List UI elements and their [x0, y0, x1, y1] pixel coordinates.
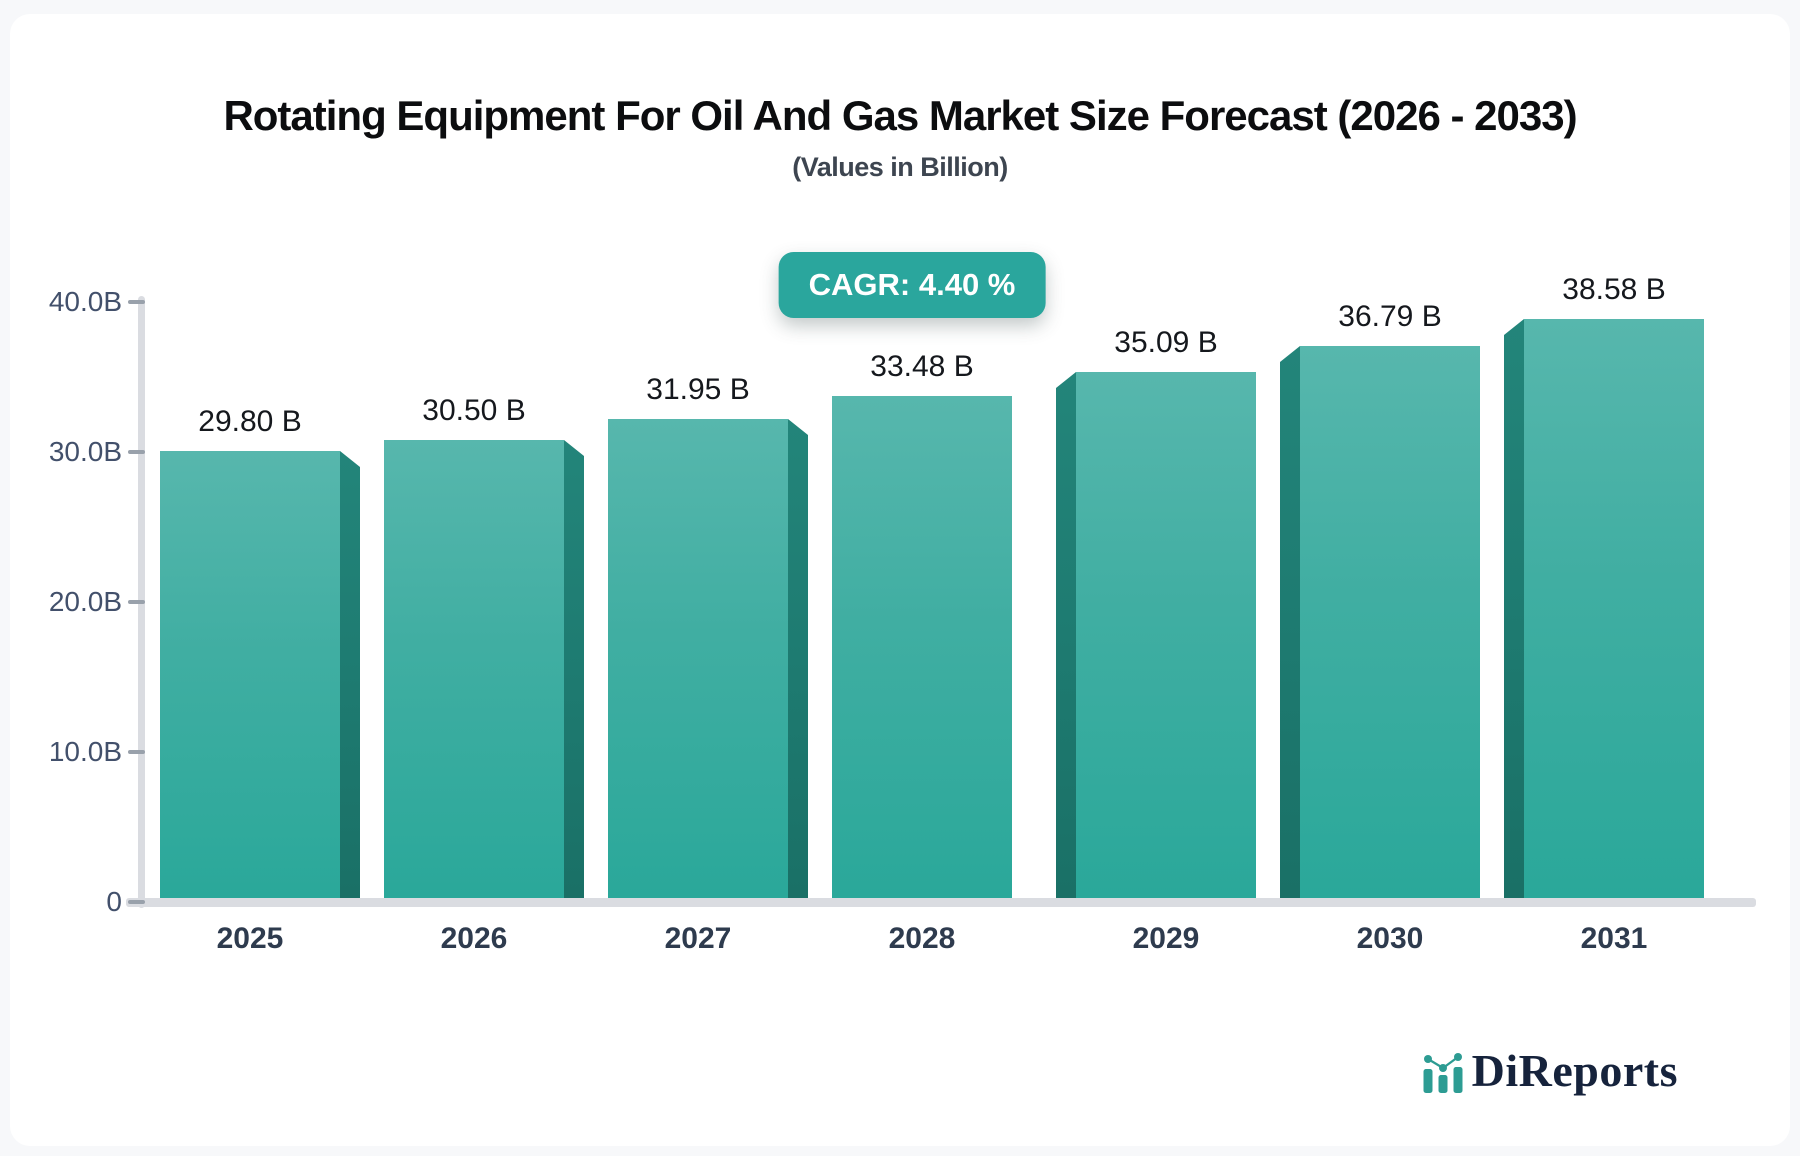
cagr-badge: CAGR: 4.40 %	[778, 252, 1046, 318]
bar-value-label: 36.79 B	[1338, 300, 1442, 333]
x-axis-label: 2025	[216, 922, 284, 955]
y-axis-label: 30.0B	[48, 436, 122, 467]
y-axis-label: 0	[106, 886, 122, 917]
bar-face	[1300, 346, 1480, 898]
bar-2025	[160, 451, 360, 898]
y-axis-tick	[128, 450, 145, 454]
y-axis-label: 40.0B	[48, 286, 122, 317]
bar-face	[832, 396, 1012, 898]
bar-2028	[832, 396, 1012, 898]
y-axis-tick	[128, 300, 145, 304]
bar-2030	[1280, 346, 1480, 898]
x-axis-label: 2028	[888, 922, 956, 955]
bar-side-face	[340, 451, 360, 898]
direports-logo: DiReports	[1421, 1046, 1678, 1096]
bar-side-face	[788, 419, 808, 898]
bar-value-label: 29.80 B	[198, 405, 302, 438]
x-axis-line	[126, 898, 1756, 907]
y-axis-tick	[128, 750, 145, 754]
bar-face	[1524, 319, 1704, 898]
x-axis-label: 2029	[1132, 922, 1200, 955]
logo-chart-icon	[1423, 1053, 1463, 1093]
bar-side-face	[1280, 346, 1300, 898]
x-axis-label: 2030	[1356, 922, 1424, 955]
logo-text: DiReports	[1471, 1045, 1678, 1096]
bar-value-label: 38.58 B	[1562, 273, 1666, 306]
bar-side-face	[1056, 372, 1076, 898]
x-axis-label: 2031	[1580, 922, 1648, 955]
bar-value-label: 35.09 B	[1114, 326, 1218, 359]
chart-area: 40.0B 30.0B 20.0B 10.0B 0 29.80 B 2025 30.50 B…	[10, 14, 1790, 1146]
bar-side-face	[1504, 319, 1524, 898]
chart-card: Rotating Equipment For Oil And Gas Marke…	[10, 14, 1790, 1146]
chart-title: Rotating Equipment For Oil And Gas Marke…	[223, 92, 1577, 139]
bar-face	[384, 440, 564, 898]
chart-subtitle: (Values in Billion)	[792, 152, 1008, 182]
bar-face	[160, 451, 340, 898]
bar-2027	[608, 419, 808, 898]
bar-2031	[1504, 319, 1704, 898]
y-axis-tick	[128, 900, 145, 904]
x-axis-label: 2027	[664, 922, 732, 955]
x-axis-label: 2026	[440, 922, 508, 955]
y-axis-label: 10.0B	[48, 736, 122, 767]
bar-face	[1076, 372, 1256, 898]
bar-2026	[384, 440, 584, 898]
y-axis-label: 20.0B	[48, 586, 122, 617]
bar-side-face	[564, 440, 584, 898]
y-axis-tick	[128, 600, 145, 604]
bar-value-label: 30.50 B	[422, 394, 526, 427]
bar-2029	[1056, 372, 1256, 898]
bar-value-label: 33.48 B	[870, 350, 974, 383]
bar-value-label: 31.95 B	[646, 373, 750, 406]
bar-face	[608, 419, 788, 898]
